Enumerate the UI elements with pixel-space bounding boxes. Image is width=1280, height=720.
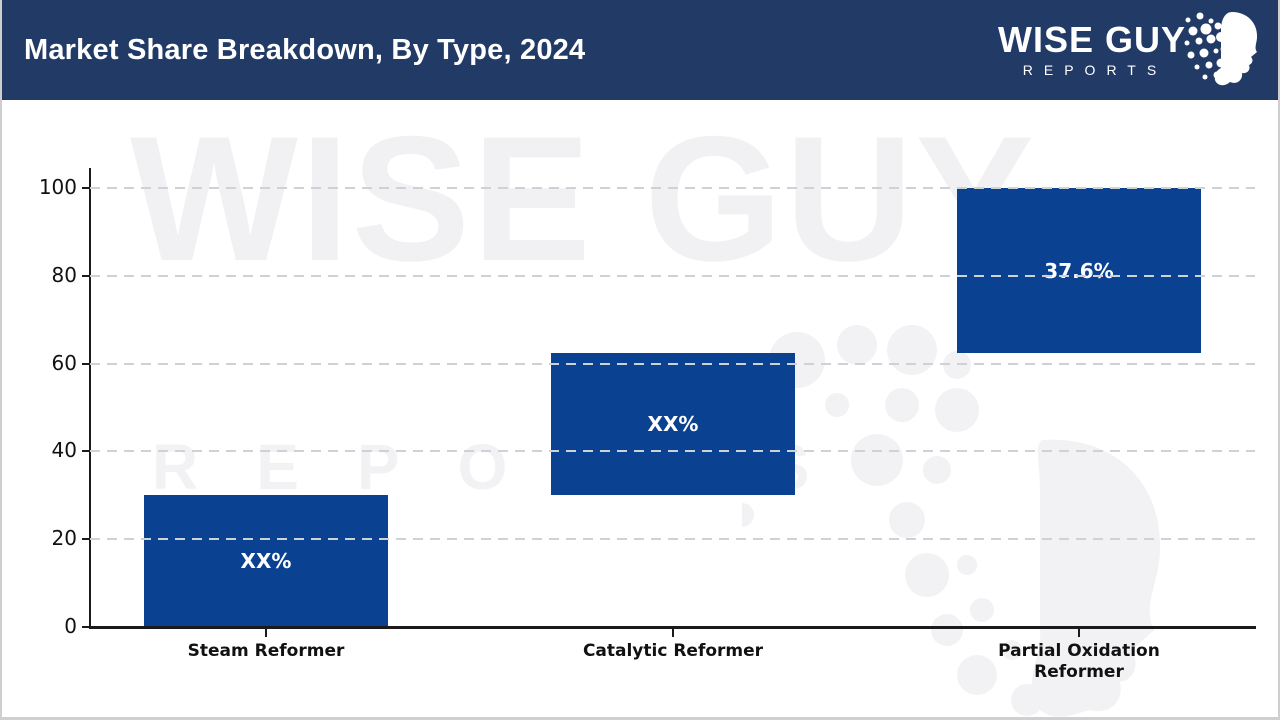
gridline-y-60	[90, 362, 1255, 365]
brand-name: WISE GUY	[997, 19, 1186, 60]
chart-title: Market Share Breakdown, By Type, 2024	[24, 33, 586, 66]
x-category-label-2: Catalytic Reformer	[582, 641, 764, 661]
x-category-label-3: Partial Oxidation Reformer	[998, 641, 1160, 683]
x-axis-line	[89, 626, 1256, 629]
gridline-y-100	[90, 187, 1255, 189]
y-tick-label-100: 100	[38, 175, 77, 199]
bar-steam-reformer: XX%	[144, 495, 388, 627]
bar-value-label: 37.6%	[1044, 258, 1114, 283]
y-tick-label-0: 0	[64, 614, 77, 638]
y-tick-60	[82, 362, 90, 365]
bar-partial-oxidation-reformer: 37.6%	[957, 188, 1201, 354]
x-category-label-1: Steam Reformer	[187, 641, 345, 661]
gridline-y-20	[90, 538, 1255, 541]
x-tick-2	[672, 629, 674, 637]
y-tick-20	[82, 538, 90, 541]
y-tick-label-80: 80	[51, 262, 77, 287]
y-tick-80	[82, 274, 90, 277]
gridline-y-80	[90, 274, 1255, 277]
y-tick-40	[82, 450, 90, 453]
bar-value-label: XX%	[647, 412, 699, 437]
bar-catalytic-reformer: XX%	[551, 353, 795, 496]
brand-logo: WISE GUY REPORTS	[998, 8, 1278, 92]
brand-wordmark: WISE GUY REPORTS	[997, 19, 1186, 79]
y-tick-0	[82, 626, 90, 628]
x-tick-1	[265, 629, 267, 637]
y-tick-label-20: 20	[51, 526, 77, 551]
bar-value-label: XX%	[240, 549, 292, 574]
y-tick-label-60: 60	[51, 350, 77, 375]
header-bar: Market Share Breakdown, By Type, 2024 WI…	[2, 0, 1278, 100]
brand-subname: REPORTS	[1022, 62, 1168, 78]
y-tick-100	[82, 187, 90, 189]
y-axis-line	[89, 168, 91, 628]
gridline-y-40	[90, 450, 1255, 453]
brand-face-icon	[1184, 12, 1258, 86]
x-tick-3	[1078, 629, 1080, 637]
y-tick-label-40: 40	[51, 438, 77, 463]
